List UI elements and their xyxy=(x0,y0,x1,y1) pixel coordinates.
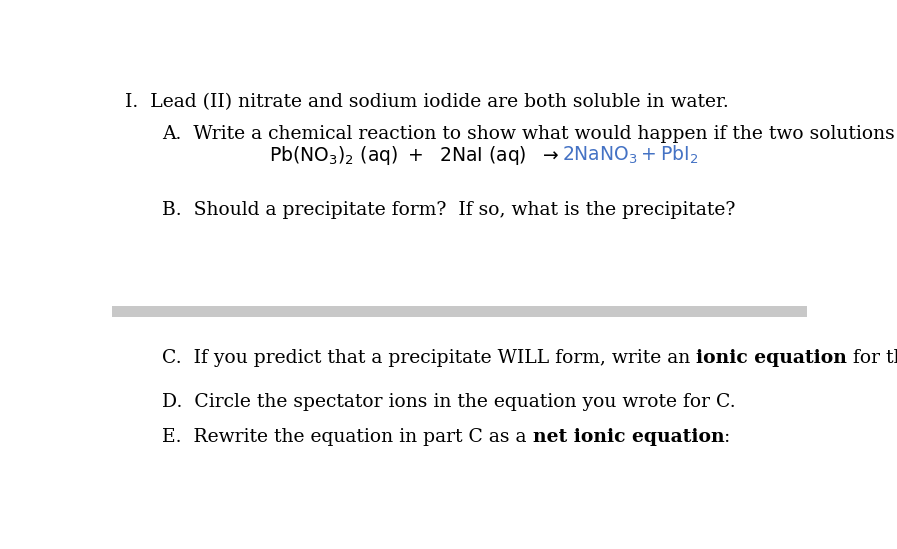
Text: for the reaction:: for the reaction: xyxy=(848,349,897,367)
Text: A.  Write a chemical reaction to show what would happen if the two solutions are: A. Write a chemical reaction to show wha… xyxy=(162,125,897,143)
Text: ionic equation: ionic equation xyxy=(696,349,848,367)
Text: $\mathrm{Pb(NO_3)_2\ (aq)\ +\ \ 2NaI\ (aq)\ \ \rightarrow}$: $\mathrm{Pb(NO_3)_2\ (aq)\ +\ \ 2NaI\ (a… xyxy=(268,144,559,167)
Text: D.  Circle the spectator ions in the equation you wrote for C.: D. Circle the spectator ions in the equa… xyxy=(162,394,736,412)
FancyBboxPatch shape xyxy=(112,306,807,317)
Text: :: : xyxy=(724,428,730,446)
Text: I.  Lead (II) nitrate and sodium iodide are both soluble in water.: I. Lead (II) nitrate and sodium iodide a… xyxy=(125,93,728,111)
Text: net ionic equation: net ionic equation xyxy=(533,428,724,446)
Text: B.  Should a precipitate form?  If so, what is the precipitate?: B. Should a precipitate form? If so, wha… xyxy=(162,201,736,219)
Text: $\mathrm{2NaNO_3+PbI_2}$: $\mathrm{2NaNO_3+PbI_2}$ xyxy=(562,144,698,166)
Text: E.  Rewrite the equation in part C as a: E. Rewrite the equation in part C as a xyxy=(162,428,533,446)
Text: C.  If you predict that a precipitate WILL form, write an: C. If you predict that a precipitate WIL… xyxy=(162,349,696,367)
